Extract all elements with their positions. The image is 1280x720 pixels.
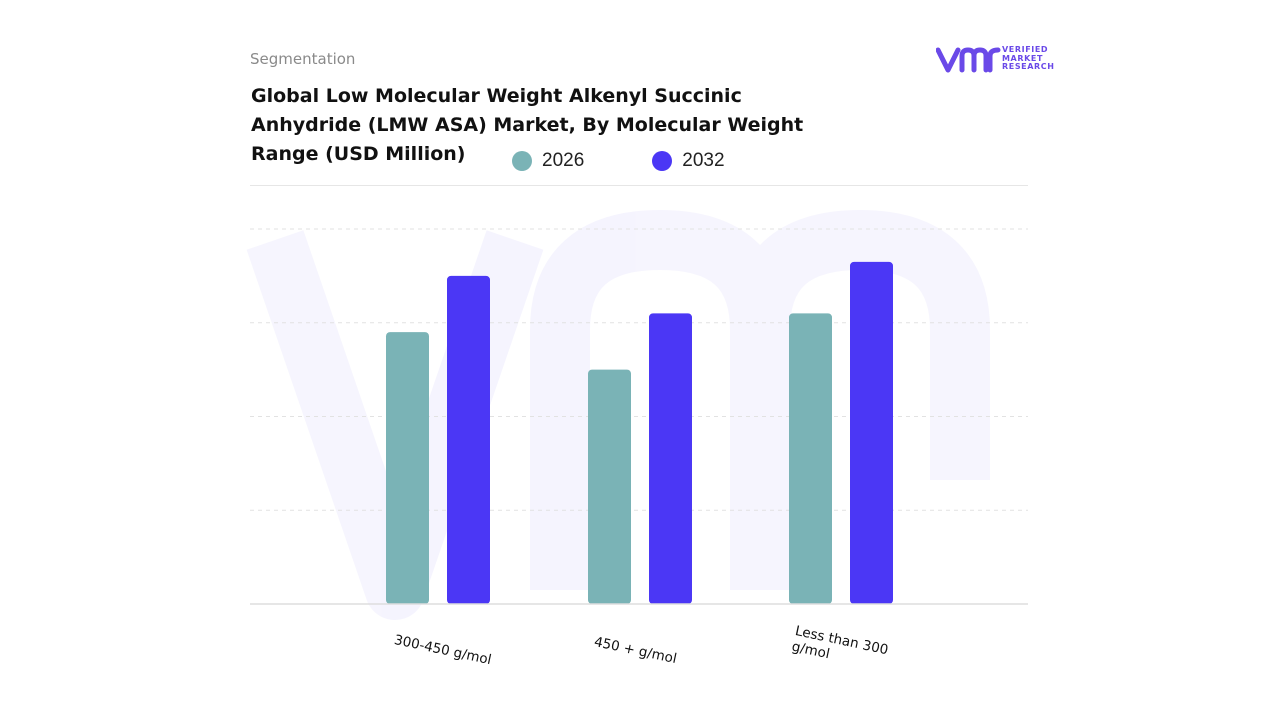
legend-item-2032: 2032 [652,150,725,172]
chart-title: Global Low Molecular Weight Alkenyl Succ… [251,85,804,165]
bar-2026-1 [386,332,429,604]
legend-item-2026: 2026 [512,150,584,172]
bar-2026-3 [789,313,832,604]
chart-legend: 2026 2032 [512,150,793,172]
vmr-logo-icon [936,47,1001,73]
logo-line-1: VERIFIED [1002,45,1049,54]
legend-label-2026: 2026 [542,150,585,171]
legend-swatch-2026 [512,151,532,171]
legend-swatch-2032 [652,151,673,171]
bar-2026-2 [588,369,631,604]
header-divider [250,185,1028,186]
bar-2032-1 [447,275,490,604]
logo-text: VERIFIED MARKET RESEARCH [1002,45,1055,72]
logo-line-2: MARKET [1002,53,1044,63]
bar-2032-3 [850,261,893,604]
legend-label-2032: 2032 [682,150,725,171]
segment-label: Segmentation [250,50,356,68]
grid-lines [250,228,1028,511]
bar-2032-2 [649,313,692,604]
logo-line-3: RESEARCH [1002,62,1055,71]
bars [386,261,893,604]
